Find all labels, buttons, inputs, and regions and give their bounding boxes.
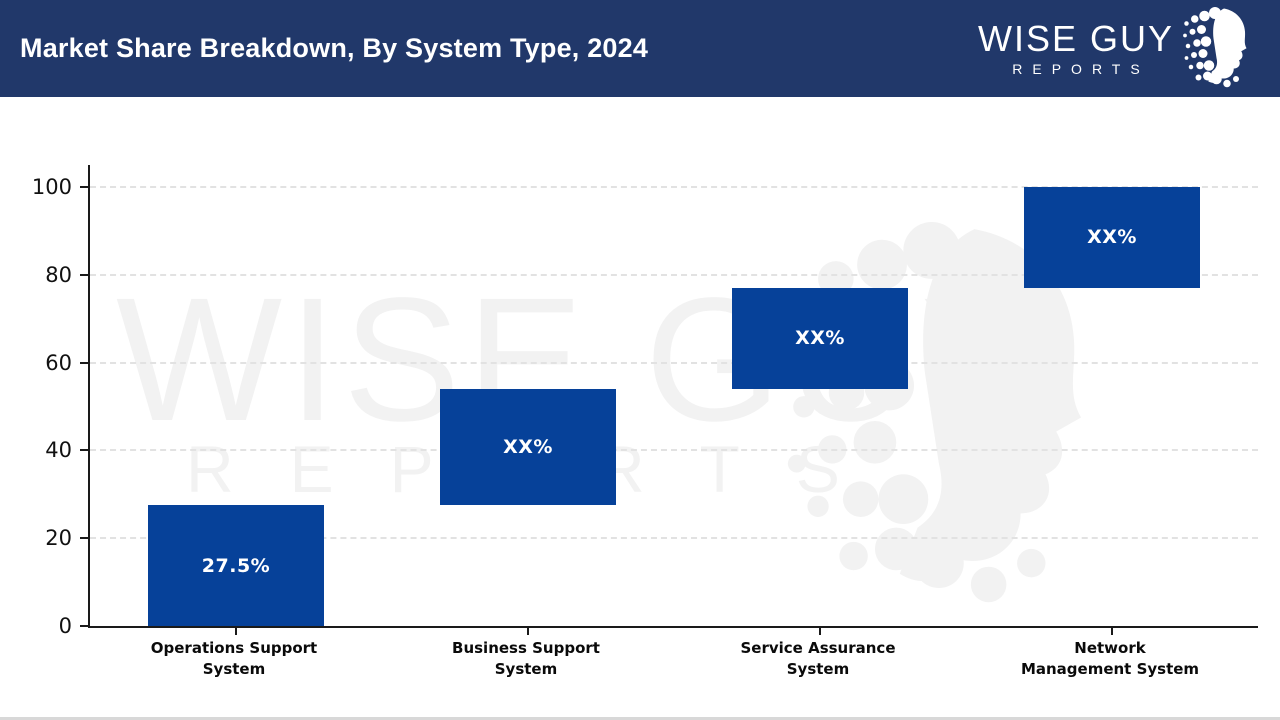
bar-value-label: XX% [1087,226,1137,249]
bar-2: XX% [439,388,616,506]
y-tick-mark-100 [80,185,88,188]
y-tick-mark-20 [80,537,88,540]
y-tick-label-40: 40 [45,438,72,463]
category-label-4: Network Management System [1020,639,1200,678]
category-label-3: Service Assurance System [740,639,896,678]
logo-wordmark: WISE GUY [977,17,1174,59]
brand-logo: WISE GUY REPORTS [977,6,1256,91]
bar-3: XX% [731,287,908,389]
logo-face-icon [1183,6,1247,87]
x-tick-mark-1 [235,628,237,635]
bar-1: 27.5% [147,505,324,626]
category-label-2: Business Support System [452,639,600,678]
gridline-40 [90,449,1258,452]
gridline-100 [90,185,1258,188]
bar-value-label: 27.5% [201,554,271,577]
y-tick-label-20: 20 [45,526,72,551]
x-tick-mark-4 [1111,628,1113,635]
bar-value-label: XX% [795,327,845,350]
bar-4: XX% [1023,186,1200,288]
header-bar: Market Share Breakdown, By System Type, … [0,0,1280,97]
y-tick-label-0: 0 [58,614,72,638]
y-tick-mark-60 [80,361,88,364]
x-tick-mark-3 [819,628,821,635]
x-tick-mark-2 [527,628,529,635]
gridline-20 [90,537,1258,540]
x-axis-labels: Operations Support System Business Suppor… [88,638,1256,700]
y-tick-label-80: 80 [45,262,72,287]
page-title: Market Share Breakdown, By System Type, … [20,33,649,63]
y-tick-mark-40 [80,449,88,452]
category-label-1: Operations Support System [150,639,318,678]
bottom-border [0,717,1280,720]
gridline-80 [90,273,1258,276]
logo-subtext: REPORTS [1012,60,1150,77]
brand-logo-text: WISE GUY REPORTS [977,17,1174,77]
gridline-60 [90,361,1258,364]
plot-area: 0 20 40 60 80 100 27.5% XX% XX% XX% [32,165,1258,638]
y-tick-mark-0 [80,625,88,627]
y-tick-mark-80 [80,273,88,276]
bar-value-label: XX% [503,436,553,459]
y-tick-label-100: 100 [31,174,72,199]
y-tick-label-60: 60 [45,350,72,375]
